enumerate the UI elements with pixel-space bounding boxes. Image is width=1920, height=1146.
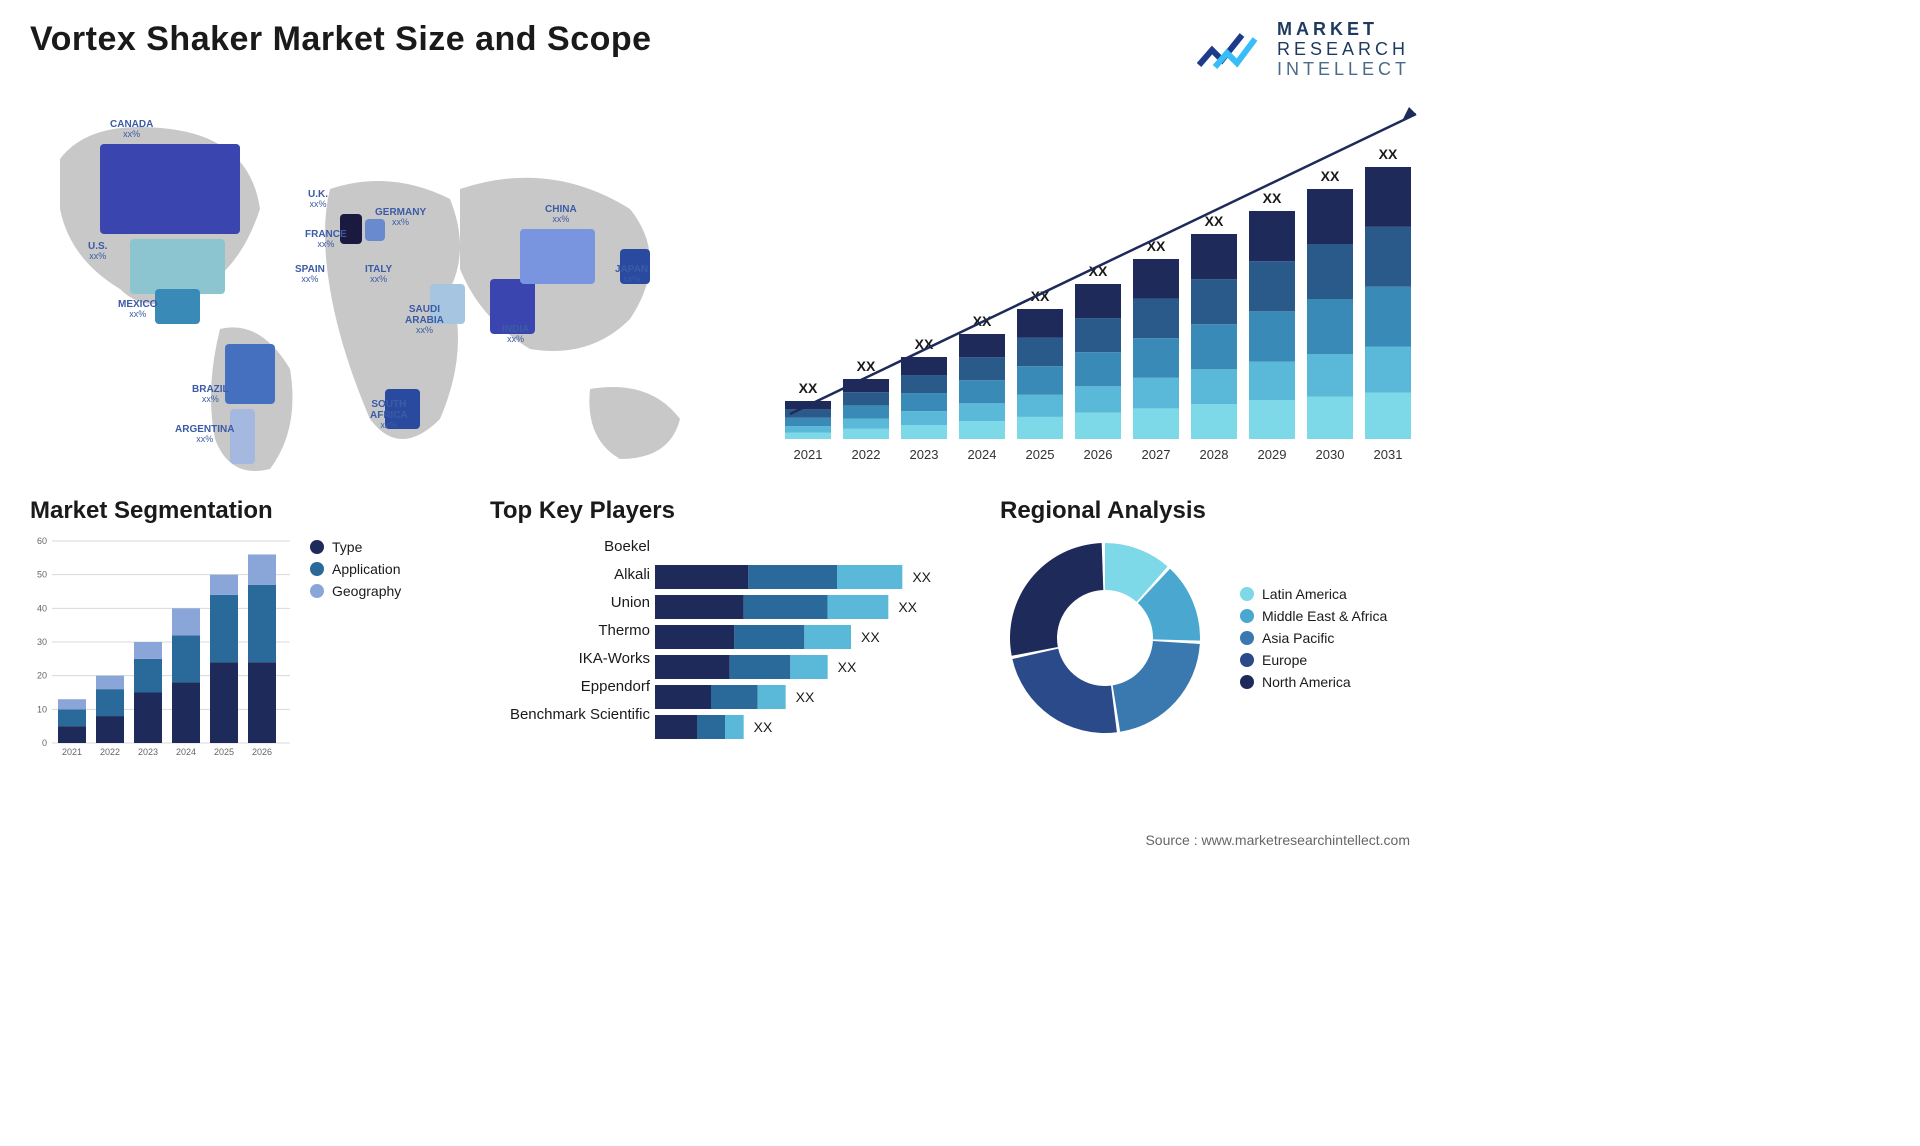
svg-text:XX: XX	[912, 569, 931, 585]
map-label: MEXICOxx%	[118, 299, 157, 320]
svg-text:2022: 2022	[852, 447, 881, 462]
svg-text:XX: XX	[898, 599, 917, 615]
svg-text:2024: 2024	[176, 747, 196, 757]
svg-text:2026: 2026	[1084, 447, 1113, 462]
svg-text:40: 40	[37, 604, 47, 614]
legend-item: Latin America	[1240, 586, 1387, 602]
players-chart: XXXXXXXXXXXX	[650, 533, 960, 743]
growth-bar-chart: XX2021XX2022XX2023XX2024XX2025XX2026XX20…	[770, 89, 1430, 489]
world-map: CANADAxx% U.S.xx% MEXICOxx% BRAZILxx% ARGENT…	[30, 89, 730, 489]
svg-text:XX: XX	[754, 719, 773, 735]
regional-legend: Latin America Middle East & Africa Asia Pa…	[1240, 580, 1387, 696]
svg-text:XX: XX	[838, 659, 857, 675]
svg-text:XX: XX	[861, 629, 880, 645]
svg-text:XX: XX	[796, 689, 815, 705]
svg-text:2029: 2029	[1258, 447, 1287, 462]
svg-text:2023: 2023	[138, 747, 158, 757]
svg-text:0: 0	[42, 738, 47, 748]
segmentation-title: Market Segmentation	[30, 497, 460, 525]
svg-text:2021: 2021	[62, 747, 82, 757]
logo-line1: MARKET	[1277, 20, 1410, 40]
svg-text:2025: 2025	[1026, 447, 1055, 462]
svg-text:2027: 2027	[1142, 447, 1171, 462]
svg-text:XX: XX	[799, 380, 818, 396]
map-label: FRANCExx%	[305, 229, 347, 250]
map-label: CANADAxx%	[110, 119, 153, 140]
svg-text:XX: XX	[1263, 190, 1282, 206]
segmentation-legend: Type Application Geography	[310, 533, 401, 763]
map-label: JAPANxx%	[615, 264, 648, 285]
legend-item: Asia Pacific	[1240, 630, 1387, 646]
legend-item: Type	[310, 539, 401, 555]
regional-title: Regional Analysis	[1000, 497, 1410, 525]
svg-text:XX: XX	[857, 358, 876, 374]
svg-text:2022: 2022	[100, 747, 120, 757]
svg-text:2021: 2021	[794, 447, 823, 462]
svg-text:2030: 2030	[1316, 447, 1345, 462]
svg-text:XX: XX	[1379, 146, 1398, 162]
map-label: BRAZILxx%	[192, 384, 229, 405]
map-label: CHINAxx%	[545, 204, 577, 225]
svg-text:2031: 2031	[1374, 447, 1403, 462]
player-label: Alkali	[490, 561, 650, 589]
brand-logo: MARKET RESEARCH INTELLECT	[1197, 20, 1410, 79]
map-label: GERMANYxx%	[375, 207, 426, 228]
map-label: U.S.xx%	[88, 241, 107, 262]
map-label: SOUTHAFRICAxx%	[370, 399, 408, 431]
source-text: Source : www.marketresearchintellect.com	[1145, 832, 1410, 848]
player-label: Boekel	[490, 533, 650, 561]
map-label: U.K.xx%	[308, 189, 328, 210]
svg-text:2023: 2023	[910, 447, 939, 462]
page-title: Vortex Shaker Market Size and Scope	[30, 20, 652, 59]
svg-text:2025: 2025	[214, 747, 234, 757]
legend-item: North America	[1240, 674, 1387, 690]
svg-text:30: 30	[37, 637, 47, 647]
legend-item: Middle East & Africa	[1240, 608, 1387, 624]
segmentation-chart: 0 10 20 30 40 50 60 2021 2022 2023 2024 2025 2026	[30, 533, 290, 763]
player-label: IKA-Works	[490, 645, 650, 673]
map-label: SPAINxx%	[295, 264, 325, 285]
legend-item: Geography	[310, 583, 401, 599]
player-label: Union	[490, 589, 650, 617]
map-label: ITALYxx%	[365, 264, 392, 285]
svg-text:50: 50	[37, 570, 47, 580]
player-label: Thermo	[490, 617, 650, 645]
regional-donut	[1000, 533, 1210, 743]
players-labels: BoekelAlkaliUnionThermoIKA-WorksEppendor…	[490, 533, 650, 743]
map-label: INDIAxx%	[502, 324, 529, 345]
svg-text:2024: 2024	[968, 447, 997, 462]
logo-line2: RESEARCH	[1277, 40, 1410, 60]
players-title: Top Key Players	[490, 497, 970, 525]
svg-text:10: 10	[37, 705, 47, 715]
svg-text:2028: 2028	[1200, 447, 1229, 462]
map-label: SAUDIARABIAxx%	[405, 304, 444, 336]
logo-icon	[1197, 25, 1267, 75]
map-label: ARGENTINAxx%	[175, 424, 234, 445]
legend-item: Europe	[1240, 652, 1387, 668]
svg-text:20: 20	[37, 671, 47, 681]
player-label: Benchmark Scientific	[490, 701, 650, 729]
logo-line3: INTELLECT	[1277, 60, 1410, 80]
legend-item: Application	[310, 561, 401, 577]
svg-text:2026: 2026	[252, 747, 272, 757]
svg-text:60: 60	[37, 536, 47, 546]
svg-text:XX: XX	[1205, 213, 1224, 229]
svg-text:XX: XX	[1321, 168, 1340, 184]
player-label: Eppendorf	[490, 673, 650, 701]
